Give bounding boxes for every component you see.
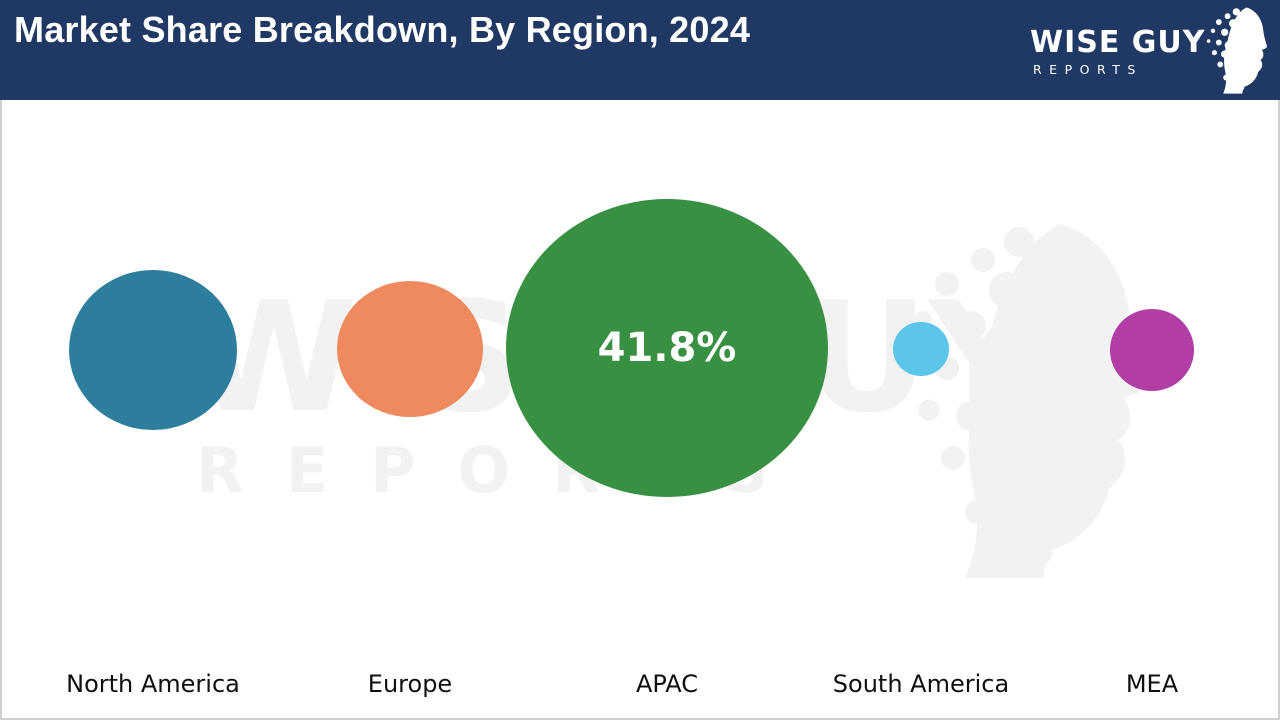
category-label-europe: Europe: [367, 670, 453, 698]
category-label-south-america: South America: [832, 670, 1010, 698]
bubble-apac: 41.8%: [506, 199, 828, 497]
logo-wordmark: WISE GUY: [1030, 25, 1206, 60]
category-label-north-america: North America: [66, 670, 240, 698]
bubble-south-america: [893, 322, 949, 376]
bubble-mea: [1110, 309, 1194, 391]
logo-head-icon: [1206, 7, 1267, 94]
logo-reports-text: REPORTS: [1033, 62, 1143, 77]
bubble-north-america: [69, 270, 237, 430]
category-label-apac: APAC: [635, 670, 699, 698]
category-label-mea: MEA: [1125, 670, 1179, 698]
bubble-europe: [337, 281, 483, 417]
brand-logo: WISE GUY REPORTS: [1030, 7, 1267, 94]
header-bar: Market Share Breakdown, By Region, 2024 …: [0, 0, 1280, 100]
page-title: Market Share Breakdown, By Region, 2024: [14, 9, 751, 50]
bubble-value-label-apac: 41.8%: [597, 325, 737, 371]
